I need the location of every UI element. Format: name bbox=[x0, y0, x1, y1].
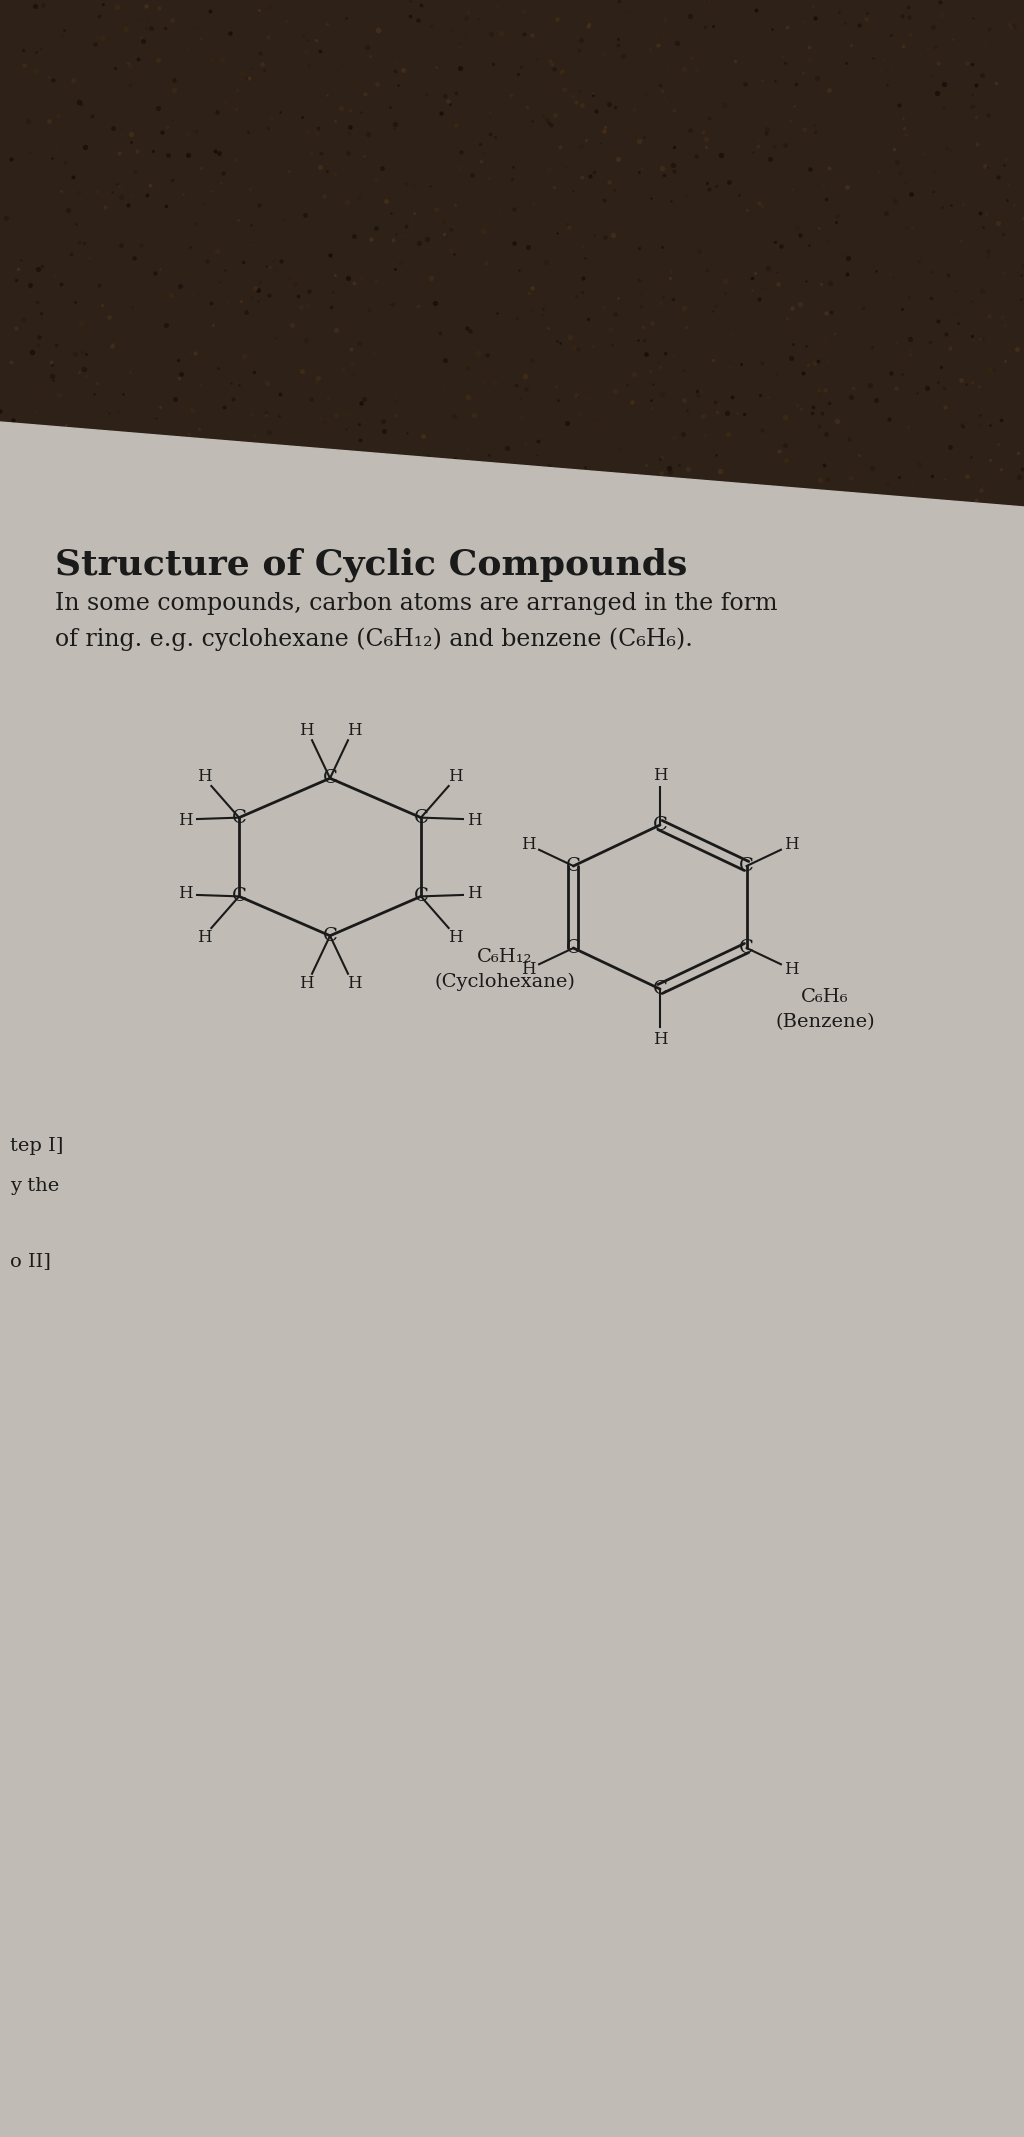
Text: C: C bbox=[231, 887, 247, 906]
Text: H: H bbox=[784, 836, 799, 853]
Text: In some compounds, carbon atoms are arranged in the form: In some compounds, carbon atoms are arra… bbox=[55, 592, 777, 615]
Text: C: C bbox=[323, 769, 338, 786]
Text: H: H bbox=[178, 812, 193, 829]
Text: H: H bbox=[178, 885, 193, 902]
Text: C: C bbox=[739, 857, 754, 874]
Text: o II]: o II] bbox=[10, 1252, 51, 1269]
Text: Structure of Cyclic Compounds: Structure of Cyclic Compounds bbox=[55, 547, 687, 581]
Text: C: C bbox=[231, 808, 247, 827]
Text: C₆H₁₂: C₆H₁₂ bbox=[477, 949, 532, 966]
Text: H: H bbox=[521, 836, 536, 853]
Polygon shape bbox=[0, 421, 1024, 2137]
Text: H: H bbox=[449, 767, 463, 784]
Text: H: H bbox=[784, 962, 799, 979]
Text: (Cyclohexane): (Cyclohexane) bbox=[434, 972, 575, 992]
Text: y the: y the bbox=[10, 1177, 59, 1195]
Text: C: C bbox=[323, 927, 338, 945]
Text: H: H bbox=[347, 974, 361, 992]
Text: C: C bbox=[652, 981, 668, 998]
Text: C₆H₆: C₆H₆ bbox=[801, 987, 849, 1007]
Text: H: H bbox=[299, 974, 313, 992]
Text: H: H bbox=[449, 930, 463, 947]
Text: H: H bbox=[347, 722, 361, 739]
Text: H: H bbox=[652, 1030, 668, 1047]
Text: H: H bbox=[299, 722, 313, 739]
Text: H: H bbox=[467, 885, 482, 902]
Text: H: H bbox=[198, 930, 212, 947]
Text: C: C bbox=[566, 938, 581, 957]
Text: H: H bbox=[652, 767, 668, 784]
Text: H: H bbox=[198, 767, 212, 784]
Text: C: C bbox=[414, 808, 428, 827]
Text: H: H bbox=[521, 962, 536, 979]
Text: C: C bbox=[414, 887, 428, 906]
Text: C: C bbox=[652, 816, 668, 833]
Text: of ring. e.g. cyclohexane (C₆H₁₂) and benzene (C₆H₆).: of ring. e.g. cyclohexane (C₆H₁₂) and be… bbox=[55, 626, 693, 650]
Text: (Benzene): (Benzene) bbox=[775, 1013, 874, 1030]
Text: C: C bbox=[566, 857, 581, 874]
Text: tep I]: tep I] bbox=[10, 1137, 63, 1154]
Text: C: C bbox=[739, 938, 754, 957]
Text: H: H bbox=[467, 812, 482, 829]
